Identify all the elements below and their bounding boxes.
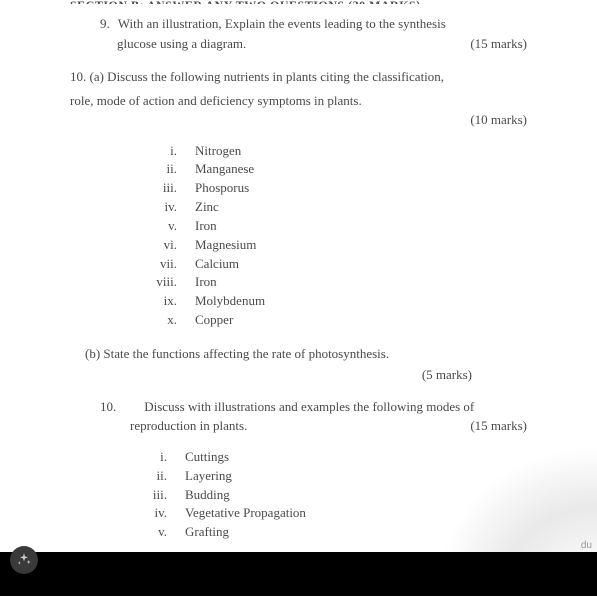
question-9: 9. With an illustration, Explain the eve…: [100, 14, 527, 53]
roman-num: iii.: [135, 486, 167, 505]
list-item: viii. Iron: [145, 273, 527, 292]
q9-number: 9.: [100, 14, 110, 34]
item-label: Layering: [185, 467, 232, 486]
item-label: Grafting: [185, 523, 229, 542]
item-label: Iron: [195, 217, 217, 236]
list-item: ii. Layering: [135, 467, 527, 486]
item-label: Calcium: [195, 255, 239, 274]
roman-num: ii.: [135, 467, 167, 486]
q9-line2: glucose using a diagram.: [117, 34, 246, 54]
item-label: Cuttings: [185, 448, 229, 467]
q9-marks: (15 marks): [470, 34, 527, 54]
list-item: iv. Zinc: [145, 198, 527, 217]
q10a-nutrient-list: i. Nitrogen ii. Manganese iii. Phosporus iv…: [145, 142, 527, 330]
roman-num: vi.: [145, 236, 177, 255]
q10c-line2: reproduction in plants.: [130, 416, 247, 436]
section-header: SECTION B: ANSWER ANY TWO QUESTIONS (30 …: [70, 0, 527, 4]
q10c-marks: (15 marks): [470, 416, 527, 436]
item-label: Magnesium: [195, 236, 256, 255]
roman-num: x.: [145, 311, 177, 330]
question-10c: 10. Discuss with illustrations and examp…: [100, 397, 527, 436]
question-10b: (b) State the functions affecting the ra…: [85, 344, 527, 364]
roman-num: v.: [145, 217, 177, 236]
item-label: Copper: [195, 311, 233, 330]
roman-num: vii.: [145, 255, 177, 274]
list-item: ix. Molybdenum: [145, 292, 527, 311]
roman-num: i.: [145, 142, 177, 161]
question-10a: 10. (a) Discuss the following nutrients …: [70, 67, 527, 130]
list-item: vii. Calcium: [145, 255, 527, 274]
q10a-marks: (10 marks): [70, 110, 527, 130]
list-item: iii. Phosporus: [145, 179, 527, 198]
q9-line1: With an illustration, Explain the events…: [118, 14, 446, 34]
list-item: i. Nitrogen: [145, 142, 527, 161]
q10a-line2: role, mode of action and deficiency symp…: [70, 91, 527, 111]
item-label: Manganese: [195, 160, 254, 179]
bottom-bar: [0, 552, 597, 596]
q10c-number: 10.: [100, 397, 116, 417]
item-label: Iron: [195, 273, 217, 292]
roman-num: iv.: [145, 198, 177, 217]
q10c-line1: Discuss with illustrations and examples …: [144, 397, 474, 417]
list-item: x. Copper: [145, 311, 527, 330]
list-item: vi. Magnesium: [145, 236, 527, 255]
list-item: iii. Budding: [135, 486, 527, 505]
roman-num: ix.: [145, 292, 177, 311]
roman-num: ii.: [145, 160, 177, 179]
roman-num: i.: [135, 448, 167, 467]
list-item: v. Iron: [145, 217, 527, 236]
item-label: Phosporus: [195, 179, 249, 198]
item-label: Molybdenum: [195, 292, 265, 311]
roman-num: iii.: [145, 179, 177, 198]
watermark-label: du: [581, 540, 592, 551]
q10c-reproduction-list: i. Cuttings ii. Layering iii. Budding iv. Ve…: [135, 448, 527, 542]
list-item: v. Grafting: [135, 523, 527, 542]
list-item: i. Cuttings: [135, 448, 527, 467]
list-item: ii. Manganese: [145, 160, 527, 179]
fab-button[interactable]: [10, 546, 38, 574]
roman-num: iv.: [135, 504, 167, 523]
sparkle-icon: [16, 552, 32, 568]
document-page: SECTION B: ANSWER ANY TWO QUESTIONS (30 …: [0, 0, 597, 542]
item-label: Vegetative Propagation: [185, 504, 306, 523]
item-label: Zinc: [195, 198, 219, 217]
item-label: Budding: [185, 486, 230, 505]
roman-num: viii.: [145, 273, 177, 292]
q10b-marks: (5 marks): [70, 365, 527, 385]
item-label: Nitrogen: [195, 142, 241, 161]
q10a-line1: 10. (a) Discuss the following nutrients …: [70, 67, 527, 87]
list-item: iv. Vegetative Propagation: [135, 504, 527, 523]
roman-num: v.: [135, 523, 167, 542]
